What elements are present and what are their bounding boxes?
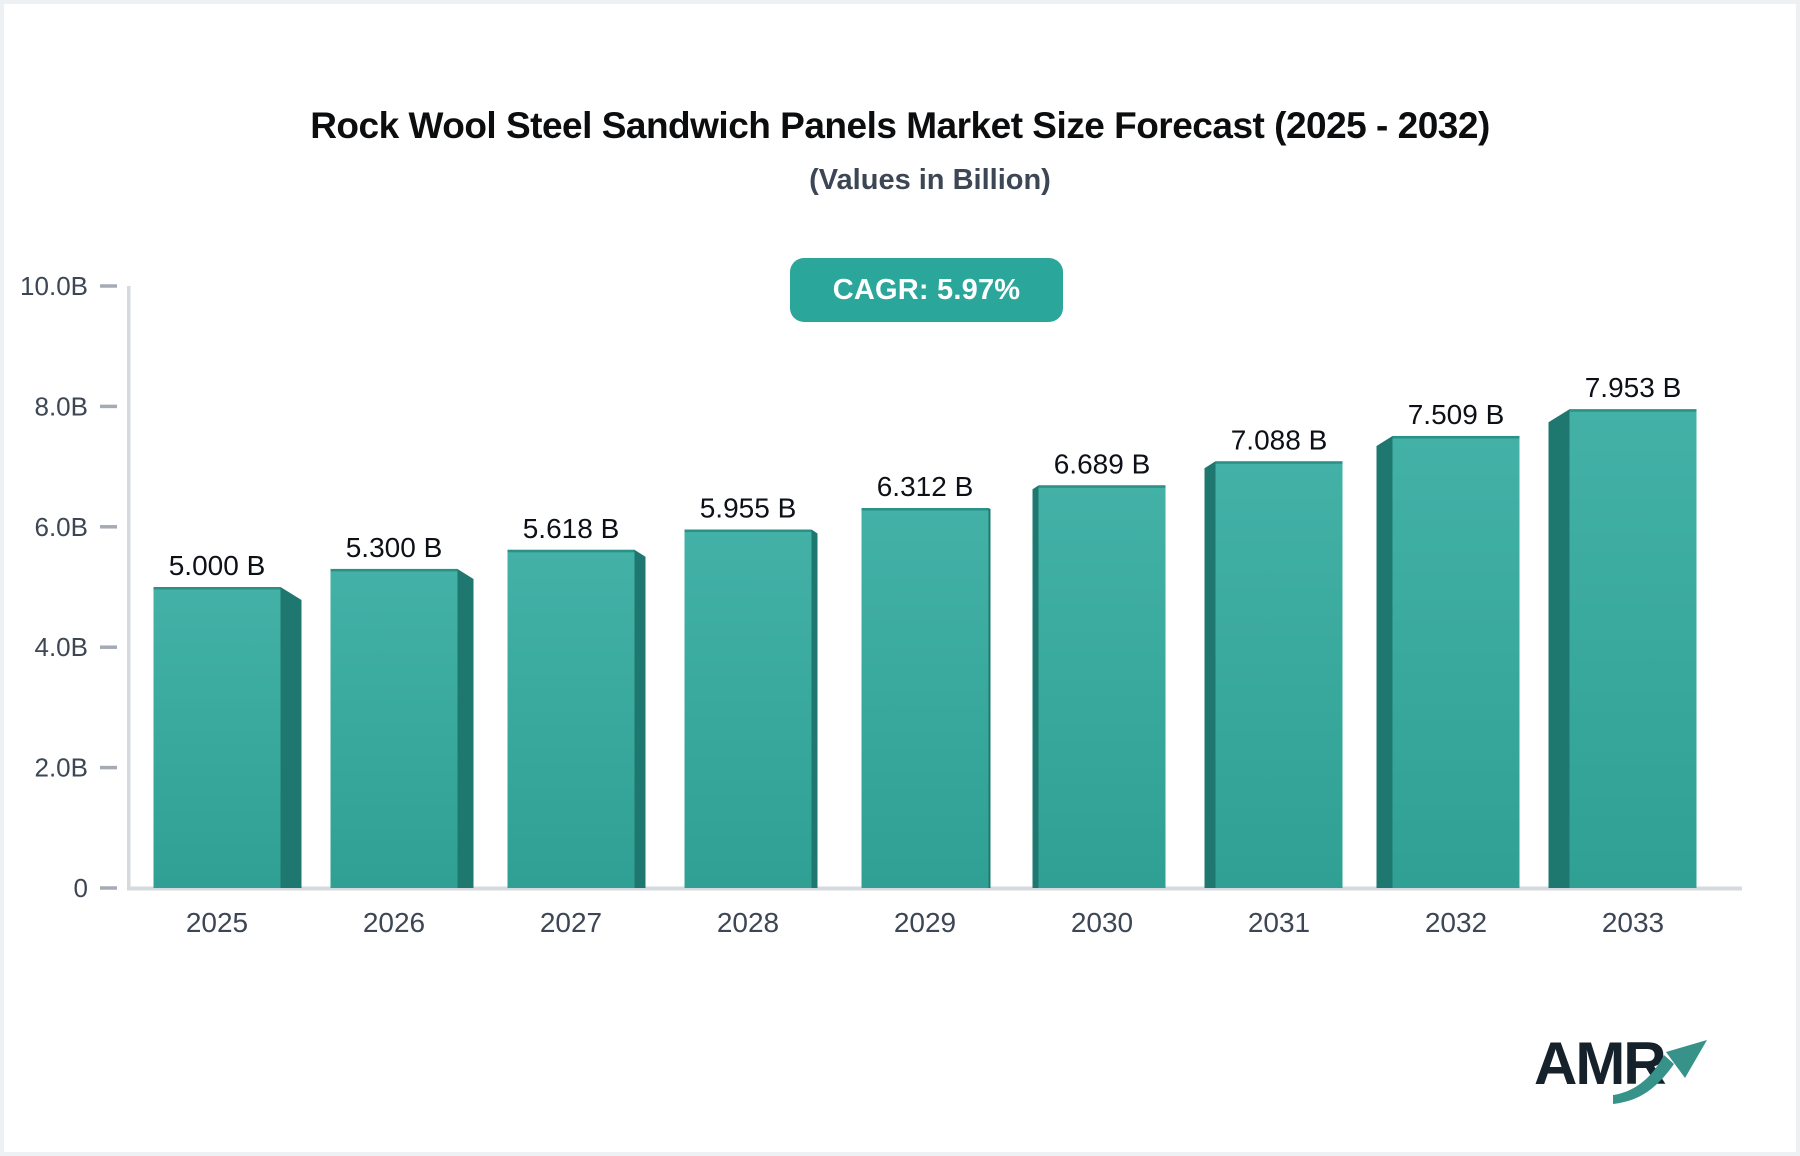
y-tick-label: 2.0B bbox=[35, 753, 89, 783]
x-axis-label: 2025 bbox=[186, 907, 248, 938]
bar-main-face bbox=[1569, 409, 1697, 888]
bar-2027: 5.618 B 2027 bbox=[507, 513, 646, 938]
bar-value-label: 5.300 B bbox=[346, 532, 443, 563]
bar-main-face bbox=[684, 529, 812, 888]
bar-value-label: 5.000 B bbox=[169, 550, 266, 581]
bar-value-label: 5.955 B bbox=[700, 493, 797, 524]
bar-main-face bbox=[1392, 435, 1520, 888]
bar-top-edge bbox=[1215, 461, 1343, 464]
bar-side-face bbox=[1548, 409, 1570, 888]
bar-side-face bbox=[988, 508, 991, 888]
y-tick-mark bbox=[100, 886, 117, 890]
x-axis-label: 2028 bbox=[717, 907, 779, 938]
x-axis-label: 2027 bbox=[540, 907, 602, 938]
bar-value-label: 7.088 B bbox=[1231, 424, 1328, 455]
bar-2028: 5.955 B 2028 bbox=[684, 493, 818, 938]
x-axis-label: 2026 bbox=[363, 907, 425, 938]
y-axis-line bbox=[127, 286, 131, 890]
chart-title: Rock Wool Steel Sandwich Panels Market S… bbox=[310, 105, 1490, 146]
bar-top-edge bbox=[153, 587, 281, 590]
bar-side-face bbox=[457, 568, 474, 888]
bar-side-face bbox=[811, 529, 818, 888]
x-axis-line bbox=[127, 886, 1742, 891]
y-tick-mark bbox=[100, 525, 117, 529]
chart-subtitle: (Values in Billion) bbox=[809, 164, 1051, 196]
cagr-badge-label: CAGR: 5.97% bbox=[832, 273, 1021, 306]
bar-main-face bbox=[153, 587, 281, 888]
bar-2032: 7.509 B 2032 bbox=[1376, 399, 1520, 938]
bar-value-label: 6.312 B bbox=[877, 471, 974, 502]
x-axis-label: 2029 bbox=[894, 907, 956, 938]
bar-value-label: 6.689 B bbox=[1054, 448, 1151, 479]
bar-2030: 6.689 B 2030 bbox=[1032, 448, 1166, 938]
bar-side-face bbox=[1376, 435, 1393, 888]
bar-2029: 6.312 B 2029 bbox=[861, 471, 991, 938]
y-tick-label: 0 bbox=[74, 873, 88, 903]
y-tick-mark bbox=[100, 284, 117, 288]
y-tick-mark bbox=[100, 645, 117, 649]
x-axis-label: 2031 bbox=[1248, 907, 1310, 938]
bar-top-edge bbox=[861, 508, 989, 511]
y-tick-label: 6.0B bbox=[35, 512, 89, 542]
bar-top-edge bbox=[330, 568, 458, 572]
growth-arrow-icon bbox=[1613, 1040, 1707, 1104]
bar-value-label: 5.618 B bbox=[523, 513, 620, 544]
x-axis-label: 2033 bbox=[1602, 907, 1664, 938]
y-tick-label: 4.0B bbox=[35, 632, 89, 662]
bar-2025: 5.000 B 2025 bbox=[153, 550, 302, 938]
y-tick-label: 10.0B bbox=[20, 271, 88, 301]
amr-logo: AMR bbox=[1534, 1034, 1734, 1116]
bar-2033: 7.953 B 2033 bbox=[1548, 372, 1697, 938]
bar-side-face bbox=[634, 549, 646, 888]
y-tick-label: 8.0B bbox=[35, 391, 89, 421]
bar-value-label: 7.953 B bbox=[1585, 372, 1682, 403]
bar-main-face bbox=[1038, 485, 1166, 888]
bar-main-face bbox=[861, 508, 989, 888]
bar-main-face bbox=[507, 549, 635, 888]
bar-2026: 5.300 B 2026 bbox=[330, 532, 474, 938]
bar-main-face bbox=[330, 568, 458, 888]
bar-side-face bbox=[280, 587, 302, 888]
x-axis-label: 2032 bbox=[1425, 907, 1487, 938]
cagr-badge: CAGR: 5.97% bbox=[790, 258, 1063, 322]
bar-top-edge bbox=[1392, 435, 1520, 439]
bar-value-label: 7.509 B bbox=[1408, 399, 1505, 430]
bar-top-edge bbox=[1569, 409, 1697, 412]
bar-top-edge bbox=[507, 549, 635, 553]
bar-top-edge bbox=[684, 529, 812, 533]
bar-side-face bbox=[1204, 461, 1216, 888]
bar-2031: 7.088 B 2031 bbox=[1204, 424, 1343, 938]
y-tick-mark bbox=[100, 765, 117, 770]
bar-main-face bbox=[1215, 461, 1343, 888]
bar-side-face bbox=[1032, 485, 1039, 888]
x-axis-label: 2030 bbox=[1071, 907, 1133, 938]
bar-top-edge bbox=[1038, 485, 1166, 488]
y-tick-mark bbox=[100, 404, 117, 409]
